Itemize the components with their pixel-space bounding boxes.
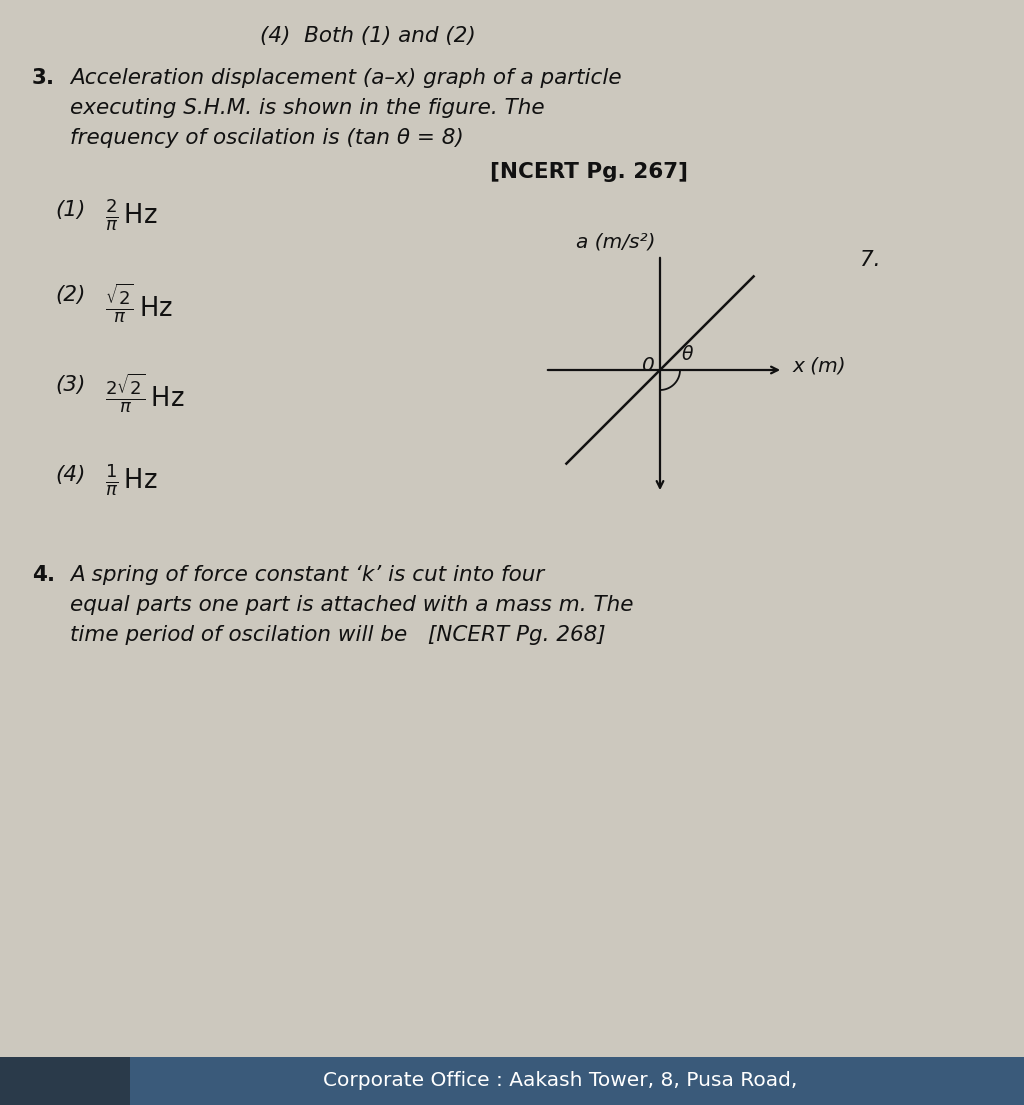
- Text: a (m/s²): a (m/s²): [575, 233, 655, 252]
- Text: (4): (4): [55, 465, 85, 485]
- Text: time period of oscilation will be   [NCERT Pg. 268]: time period of oscilation will be [NCERT…: [70, 625, 605, 645]
- Text: (1): (1): [55, 200, 85, 220]
- Text: equal parts one part is attached with a mass m. The: equal parts one part is attached with a …: [70, 594, 634, 615]
- Text: 3.: 3.: [32, 69, 55, 88]
- Text: x (m): x (m): [793, 357, 847, 376]
- Text: executing S.H.M. is shown in the figure. The: executing S.H.M. is shown in the figure.…: [70, 98, 545, 118]
- Text: θ: θ: [682, 345, 693, 364]
- Text: (2): (2): [55, 285, 85, 305]
- Text: (3): (3): [55, 375, 85, 394]
- Text: 4.: 4.: [32, 565, 55, 585]
- Bar: [0, 1057, 130, 1105]
- Text: 7.: 7.: [860, 250, 881, 270]
- Text: $\frac{2}{\pi}\,\mathrm{Hz}$: $\frac{2}{\pi}\,\mathrm{Hz}$: [105, 196, 158, 232]
- Text: Acceleration displacement (a–x) graph of a particle: Acceleration displacement (a–x) graph of…: [70, 69, 622, 88]
- Bar: [130, 1057, 1024, 1105]
- Text: A spring of force constant ‘k’ is cut into four: A spring of force constant ‘k’ is cut in…: [70, 565, 544, 585]
- Text: $\frac{1}{\pi}\,\mathrm{Hz}$: $\frac{1}{\pi}\,\mathrm{Hz}$: [105, 461, 158, 497]
- Text: [NCERT Pg. 267]: [NCERT Pg. 267]: [490, 162, 688, 182]
- Text: (4)  Both (1) and (2): (4) Both (1) and (2): [260, 27, 476, 46]
- Text: frequency of oscilation is (tan θ = 8): frequency of oscilation is (tan θ = 8): [70, 128, 464, 148]
- Text: 0: 0: [642, 356, 654, 375]
- Text: $\frac{\sqrt{2}}{\pi}\,\mathrm{Hz}$: $\frac{\sqrt{2}}{\pi}\,\mathrm{Hz}$: [105, 281, 173, 325]
- Text: Corporate Office : Aakash Tower, 8, Pusa Road,: Corporate Office : Aakash Tower, 8, Pusa…: [323, 1072, 798, 1091]
- Text: $\frac{2\sqrt{2}}{\pi}\,\mathrm{Hz}$: $\frac{2\sqrt{2}}{\pi}\,\mathrm{Hz}$: [105, 371, 184, 414]
